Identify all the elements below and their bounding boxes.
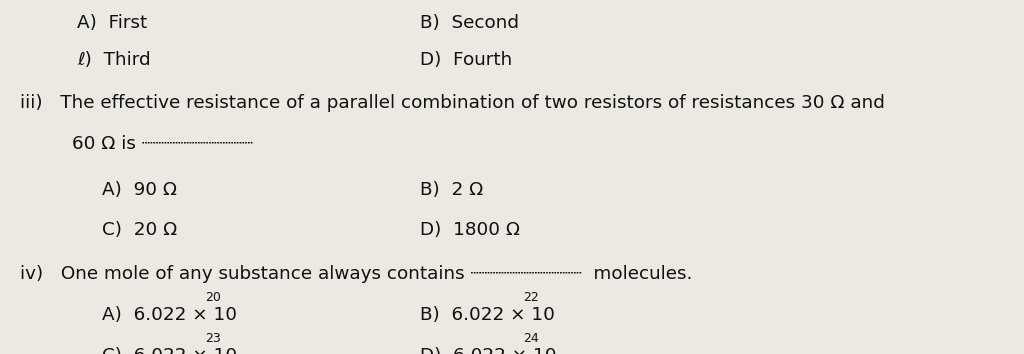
Text: A)  90 Ω: A) 90 Ω bbox=[102, 181, 177, 199]
Text: ℓ)  Third: ℓ) Third bbox=[77, 51, 151, 69]
Text: B)  2 Ω: B) 2 Ω bbox=[420, 181, 483, 199]
Text: B)  Second: B) Second bbox=[420, 14, 519, 32]
Text: D)  6.022 × 10: D) 6.022 × 10 bbox=[420, 347, 556, 354]
Text: D)  Fourth: D) Fourth bbox=[420, 51, 512, 69]
Text: B)  6.022 × 10: B) 6.022 × 10 bbox=[420, 306, 555, 324]
Text: 20: 20 bbox=[206, 291, 221, 304]
Text: 60 Ω is ┈┈┈┈┈┈┈┈┈┈: 60 Ω is ┈┈┈┈┈┈┈┈┈┈ bbox=[72, 135, 253, 153]
Text: A)  6.022 × 10: A) 6.022 × 10 bbox=[102, 306, 238, 324]
Text: 22: 22 bbox=[523, 291, 539, 304]
Text: D)  1800 Ω: D) 1800 Ω bbox=[420, 221, 520, 239]
Text: iii)   The effective resistance of a parallel combination of two resistors of re: iii) The effective resistance of a paral… bbox=[20, 94, 886, 112]
Text: 24: 24 bbox=[523, 332, 539, 345]
Text: 23: 23 bbox=[206, 332, 221, 345]
Text: A)  First: A) First bbox=[77, 14, 147, 32]
Text: C)  20 Ω: C) 20 Ω bbox=[102, 221, 177, 239]
Text: iv)   One mole of any substance always contains ┈┈┈┈┈┈┈┈┈┈  molecules.: iv) One mole of any substance always con… bbox=[20, 265, 693, 283]
Text: C)  6.022 × 10: C) 6.022 × 10 bbox=[102, 347, 238, 354]
